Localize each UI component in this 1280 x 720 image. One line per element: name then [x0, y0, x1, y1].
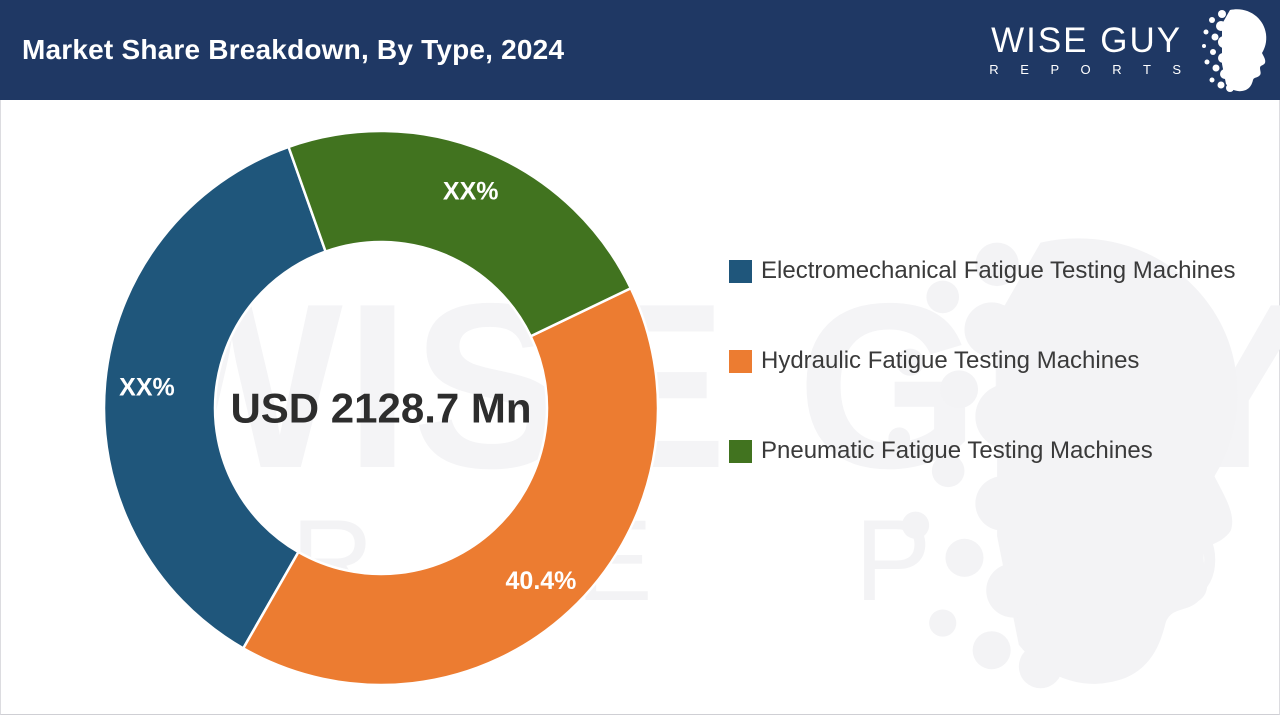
legend-label: Electromechanical Fatigue Testing Machin…: [761, 257, 1236, 284]
segment-percent-label: 40.4%: [506, 567, 577, 595]
logo-face-icon: [1202, 9, 1267, 92]
page-title: Market Share Breakdown, By Type, 2024: [22, 34, 565, 65]
segment-percent-label: XX%: [119, 374, 175, 402]
chart-legend: Electromechanical Fatigue Testing Machin…: [729, 246, 1235, 516]
donut-segment-2: [242, 286, 660, 687]
legend-item-3: Pneumatic Fatigue Testing Machines: [729, 426, 1235, 476]
logo-wordmark: WISE GUY: [991, 21, 1183, 61]
watermark-face: [888, 238, 1238, 689]
logo-text: WISE GUY R E P O R T S: [983, 21, 1190, 77]
header-bar: Market Share Breakdown, By Type, 2024 WI…: [0, 0, 1280, 100]
logo-subtitle: R E P O R T S: [989, 61, 1190, 77]
legend-item-1: Electromechanical Fatigue Testing Machin…: [729, 246, 1235, 296]
donut-segment-1: [102, 145, 327, 650]
donut-chart: XX% 40.4% XX% USD 2128.7 Mn: [102, 129, 660, 687]
wise-guy-logo: WISE GUY R E P O R T S: [983, 4, 1280, 96]
legend-swatch: [729, 349, 752, 373]
legend-swatch: [729, 259, 752, 283]
legend-label: Pneumatic Fatigue Testing Machines: [761, 437, 1153, 464]
chart-area: WISE GUY R E P O R T S XX%40.4%XX%USD 21…: [0, 100, 1280, 715]
segment-percent-label: XX%: [443, 178, 499, 206]
legend-swatch: [729, 439, 752, 463]
legend-label: Hydraulic Fatigue Testing Machines: [761, 347, 1140, 374]
donut-segment-3: [287, 129, 633, 338]
legend-item-2: Hydraulic Fatigue Testing Machines: [729, 336, 1235, 386]
donut-center-value: USD 2128.7 Mn: [230, 385, 531, 432]
